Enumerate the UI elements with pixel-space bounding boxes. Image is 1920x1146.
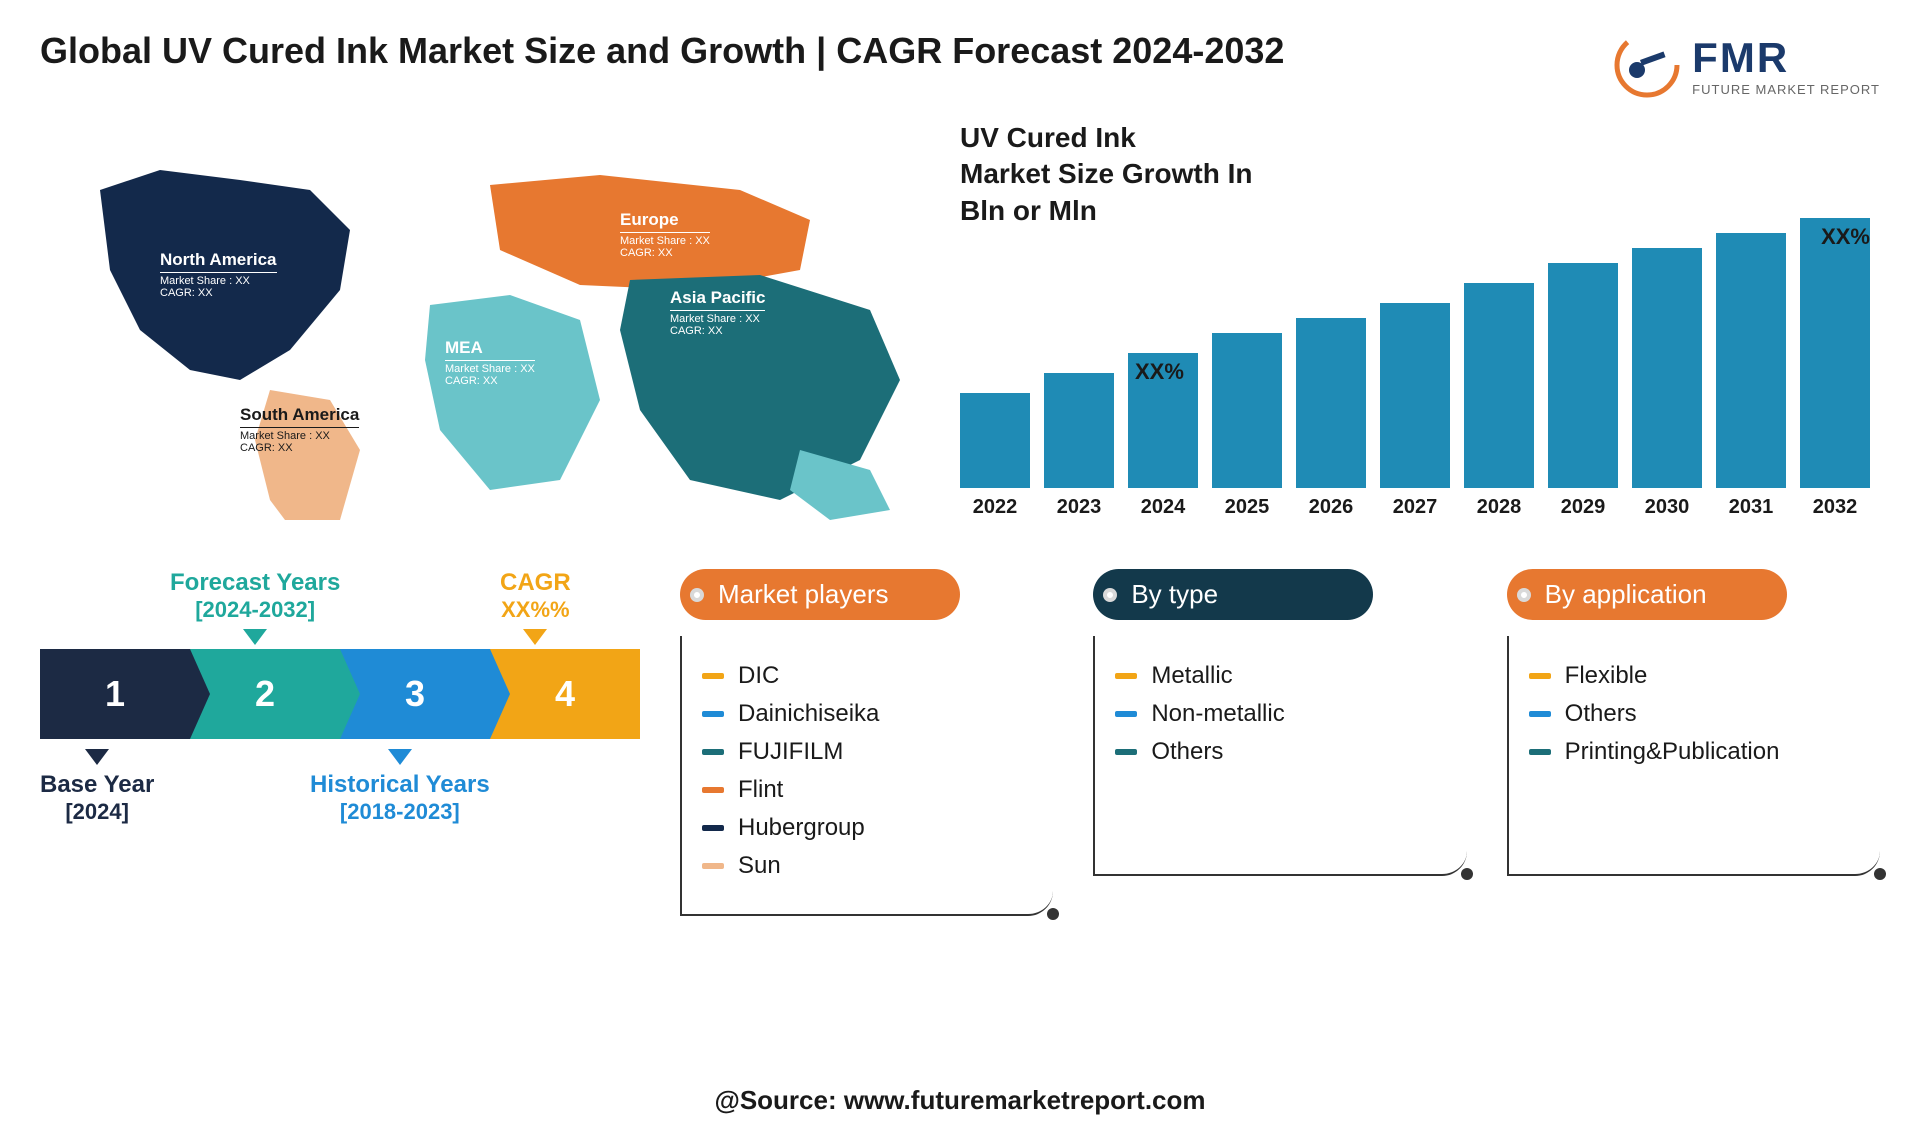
list-item: FUJIFILM — [702, 738, 1033, 766]
pill-column-by-type: By type Metallic Non-metallic Others — [1093, 569, 1466, 916]
bar-2022: 2022 — [960, 393, 1030, 519]
bar-2030: 2030 — [1632, 248, 1702, 519]
pill-column-market-players: Market players DIC Dainichiseika FUJIFILM Fl… — [680, 569, 1053, 916]
fmr-spyglass-icon — [1612, 30, 1682, 100]
list-item: Dainichiseika — [702, 700, 1033, 728]
historical-label: Historical Years [2018-2023] — [310, 749, 490, 825]
world-map: North AmericaMarket Share : XXCAGR: XX So… — [40, 120, 920, 500]
base-year-label: Base Year [2024] — [40, 749, 154, 825]
logo: FMR FUTURE MARKET REPORT — [1612, 30, 1880, 100]
region-label-europe: EuropeMarket Share : XXCAGR: XX — [620, 210, 710, 259]
bar-2031: 2031 — [1716, 233, 1786, 519]
page-title: Global UV Cured Ink Market Size and Grow… — [40, 30, 1284, 72]
pill-column-by-application: By application Flexible Others Printing&Pub… — [1507, 569, 1880, 916]
list-item: DIC — [702, 662, 1033, 690]
list-item: Hubergroup — [702, 814, 1033, 842]
list-item: Others — [1115, 738, 1446, 766]
pill-header: By application — [1507, 569, 1787, 620]
list-item: Others — [1529, 700, 1860, 728]
pill-header: Market players — [680, 569, 960, 620]
logo-text: FMR — [1692, 34, 1880, 82]
chart-title-l3: Bln or Mln — [960, 193, 1880, 229]
bar-2028: 2028 — [1464, 283, 1534, 519]
region-label-mea: MEAMarket Share : XXCAGR: XX — [445, 338, 535, 387]
bar-annot-last: XX% — [1821, 224, 1870, 250]
timeline: Forecast Years [2024-2032] CAGR XX%% 123… — [40, 569, 640, 849]
bar-2029: 2029 — [1548, 263, 1618, 519]
bar-annot-first: XX% — [1135, 359, 1184, 385]
bar-2026: 2026 — [1296, 318, 1366, 519]
region-label-north-america: North AmericaMarket Share : XXCAGR: XX — [160, 250, 277, 299]
logo-subtitle: FUTURE MARKET REPORT — [1692, 82, 1880, 97]
timeline-segment-4: 4 — [490, 649, 640, 739]
cagr-label: CAGR XX%% — [500, 569, 571, 645]
timeline-segment-1: 1 — [40, 649, 190, 739]
chart-title-l2: Market Size Growth In — [960, 156, 1880, 192]
list-item: Printing&Publication — [1529, 738, 1860, 766]
list-item: Sun — [702, 852, 1033, 880]
source-attribution: @Source: www.futuremarketreport.com — [714, 1085, 1205, 1116]
bar-2025: 2025 — [1212, 333, 1282, 519]
list-item: Metallic — [1115, 662, 1446, 690]
timeline-segment-3: 3 — [340, 649, 490, 739]
list-item: Non-metallic — [1115, 700, 1446, 728]
bar-2032: 2032 — [1800, 218, 1870, 519]
pill-header: By type — [1093, 569, 1373, 620]
bar-chart: UV Cured Ink Market Size Growth In Bln o… — [960, 120, 1880, 519]
list-item: Flexible — [1529, 662, 1860, 690]
list-item: Flint — [702, 776, 1033, 804]
region-label-asia-pacific: Asia PacificMarket Share : XXCAGR: XX — [670, 288, 765, 337]
timeline-segment-2: 2 — [190, 649, 340, 739]
region-label-south-america: South AmericaMarket Share : XXCAGR: XX — [240, 405, 359, 454]
chart-title-l1: UV Cured Ink — [960, 120, 1880, 156]
forecast-label: Forecast Years [2024-2032] — [170, 569, 340, 645]
bar-2027: 2027 — [1380, 303, 1450, 519]
bar-2023: 2023 — [1044, 373, 1114, 519]
